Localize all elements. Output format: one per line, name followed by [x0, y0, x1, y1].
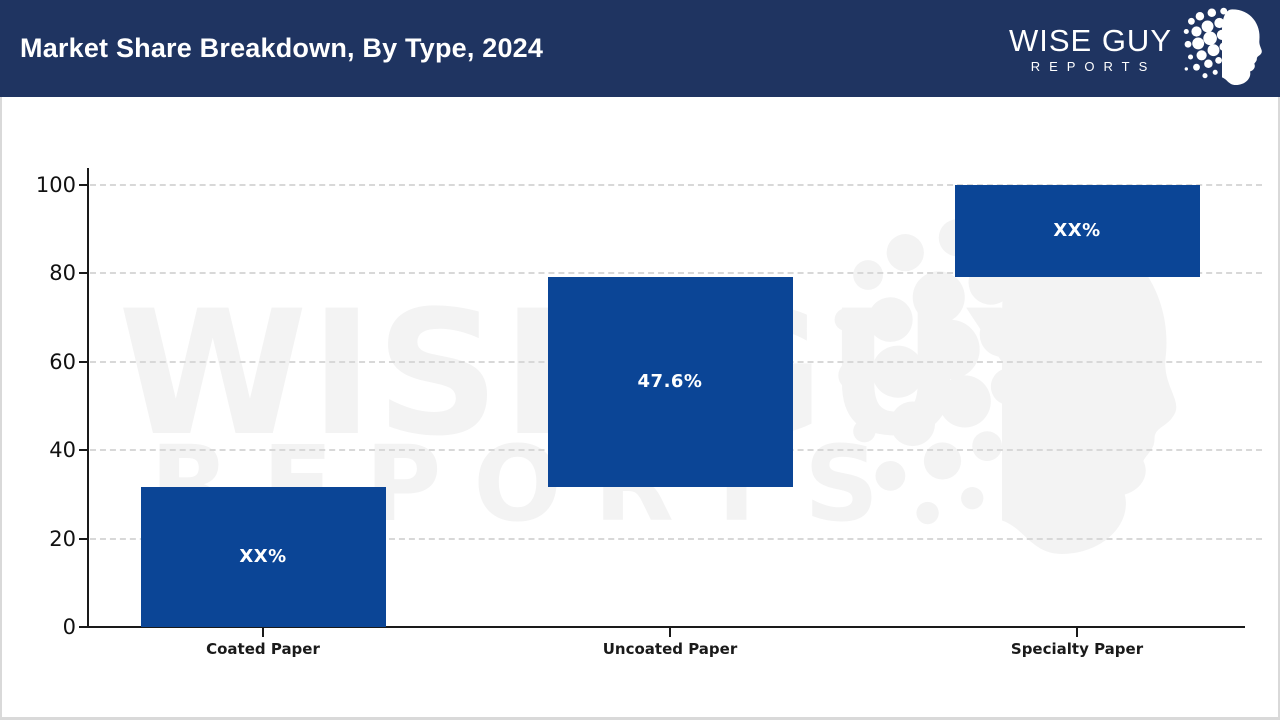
grid-line	[90, 537, 1262, 540]
chart-canvas	[0, 97, 1280, 720]
logo-subtitle: REPORTS	[1030, 58, 1157, 74]
x-axis-label: Coated Paper	[206, 640, 320, 658]
y-axis-line	[87, 168, 89, 628]
bar-value-label: XX%	[1053, 220, 1101, 242]
y-tick	[79, 626, 88, 628]
bar	[140, 487, 386, 627]
y-tick	[79, 449, 88, 452]
dotted-face-icon	[1183, 7, 1262, 86]
grid-line	[90, 272, 1262, 275]
y-tick-label: 60	[49, 349, 76, 374]
y-tick	[79, 272, 88, 275]
x-axis-label: Uncoated Paper	[602, 640, 738, 658]
logo-wordmark: WISE GUY	[1008, 22, 1172, 58]
y-tick-label: 80	[49, 261, 76, 286]
bar-value-label: 47.6%	[637, 371, 703, 393]
logo-text: WISE GUY REPORTS	[1009, 25, 1172, 73]
y-tick-label: 0	[62, 615, 76, 639]
y-tick	[79, 184, 88, 186]
x-axis-line	[87, 626, 1245, 628]
x-tick	[1076, 628, 1078, 637]
y-tick	[79, 360, 88, 363]
x-axis-label: Specialty Paper	[1010, 640, 1144, 658]
y-tick-label: 40	[49, 438, 76, 463]
y-tick-label: 20	[49, 526, 76, 551]
y-tick-label: 100	[35, 173, 76, 197]
wise-guy-logo: WISE GUY REPORTS	[1009, 6, 1268, 91]
grid-line	[90, 184, 1262, 186]
header-bar: Market Share Breakdown, By Type, 2024 WI…	[0, 0, 1280, 97]
bar	[547, 277, 793, 488]
x-tick	[669, 628, 671, 637]
page-title: Market Share Breakdown, By Type, 2024	[20, 33, 544, 63]
bar-value-label: XX%	[239, 546, 287, 568]
y-tick	[79, 537, 88, 540]
x-tick	[262, 628, 264, 637]
